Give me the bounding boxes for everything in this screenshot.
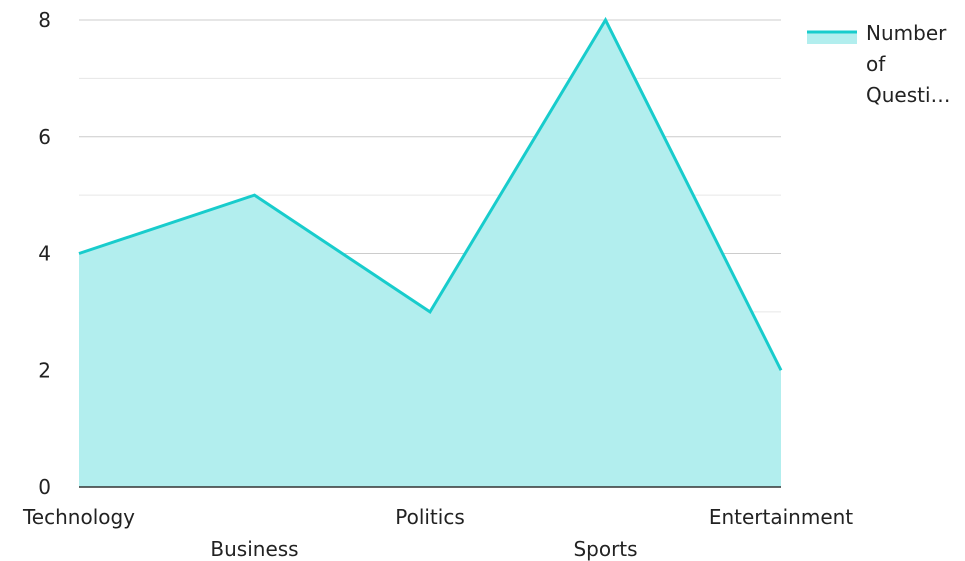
series-area bbox=[78, 16, 783, 487]
legend-label-line: Questi… bbox=[866, 83, 951, 107]
x-axis-ticks: Technology Business Politics Sports Entertai… bbox=[22, 505, 853, 561]
x-tick-label-politics: Politics bbox=[395, 505, 465, 529]
y-tick-label: 0 bbox=[38, 475, 51, 499]
legend[interactable]: Number of Questi… bbox=[807, 21, 951, 107]
legend-label-line: of bbox=[866, 52, 886, 76]
y-axis-ticks: 0 2 4 6 8 bbox=[38, 8, 51, 499]
x-tick-label-entertainment: Entertainment bbox=[709, 505, 853, 529]
y-tick-label: 6 bbox=[38, 125, 51, 149]
y-tick-label: 8 bbox=[38, 8, 51, 32]
series-area-fill bbox=[79, 20, 781, 487]
y-tick-label: 2 bbox=[38, 358, 51, 382]
x-tick-label-technology: Technology bbox=[22, 505, 135, 529]
x-tick-label-business: Business bbox=[210, 537, 298, 561]
legend-label-line: Number bbox=[866, 21, 947, 45]
x-tick-label-sports: Sports bbox=[573, 537, 637, 561]
y-tick-label: 4 bbox=[38, 242, 51, 266]
legend-swatch bbox=[807, 30, 857, 44]
